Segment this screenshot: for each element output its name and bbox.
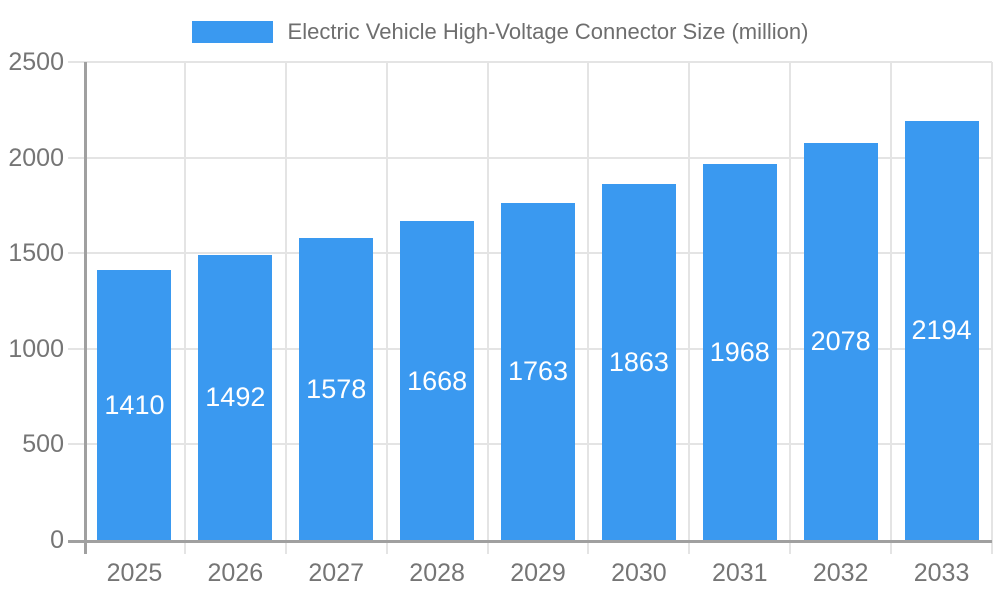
x-axis-line (68, 540, 992, 543)
x-tick-label: 2028 (409, 559, 465, 587)
v-gridline (890, 62, 893, 554)
v-gridline (991, 62, 993, 554)
x-tick-label: 2030 (611, 559, 667, 587)
x-tick-label: 2031 (711, 559, 768, 587)
v-gridline (486, 62, 489, 554)
legend-label: Electric Vehicle High-Voltage Connector … (287, 19, 809, 44)
y-tick-label: 0 (50, 526, 64, 554)
bar[interactable] (803, 142, 878, 540)
v-gridline (284, 62, 287, 554)
legend-item[interactable]: Electric Vehicle High-Voltage Connector … (0, 20, 1000, 44)
x-tick-label: 2027 (308, 559, 365, 587)
bar[interactable] (501, 202, 575, 540)
x-tick-label: 2025 (106, 559, 163, 587)
x-tick-label: 2033 (913, 559, 970, 587)
bar[interactable] (198, 254, 273, 540)
h-gridline (68, 61, 992, 63)
bar[interactable] (400, 221, 475, 540)
bar[interactable] (97, 270, 172, 540)
bar[interactable] (702, 163, 777, 540)
bar[interactable] (299, 238, 374, 540)
v-gridline (789, 62, 792, 554)
plot-area: 1410 1492 1578 1668 1763 1863 1968 2078 2194 0 500… (8, 48, 993, 587)
y-tick-label: 2500 (8, 48, 64, 76)
legend-swatch (191, 21, 273, 43)
x-tick-label: 2032 (812, 559, 869, 587)
v-gridline (385, 62, 388, 554)
y-tick-label: 500 (22, 430, 64, 459)
v-gridline (587, 62, 590, 554)
y-tick-label: 1500 (8, 239, 64, 268)
y-axis-line (84, 62, 87, 554)
x-tick-label: 2026 (207, 559, 264, 587)
v-gridline (688, 62, 691, 554)
x-tick-label: 2029 (510, 559, 566, 587)
y-tick-label: 2000 (8, 143, 64, 172)
bar[interactable] (904, 120, 979, 540)
v-gridline (183, 62, 186, 554)
bar[interactable] (601, 183, 676, 540)
y-tick-label: 1000 (8, 334, 64, 363)
